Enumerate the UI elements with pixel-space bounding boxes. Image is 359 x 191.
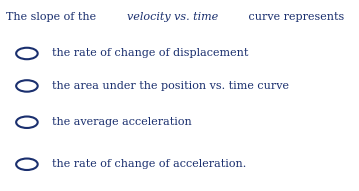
Text: The slope of the: The slope of the <box>6 12 100 22</box>
Text: curve represents: curve represents <box>245 12 344 22</box>
Text: velocity vs. time: velocity vs. time <box>127 12 219 22</box>
Text: the average acceleration: the average acceleration <box>52 117 192 127</box>
Text: the rate of change of displacement: the rate of change of displacement <box>52 49 248 58</box>
Text: the area under the position vs. time curve: the area under the position vs. time cur… <box>52 81 289 91</box>
Text: the rate of change of acceleration.: the rate of change of acceleration. <box>52 159 246 169</box>
